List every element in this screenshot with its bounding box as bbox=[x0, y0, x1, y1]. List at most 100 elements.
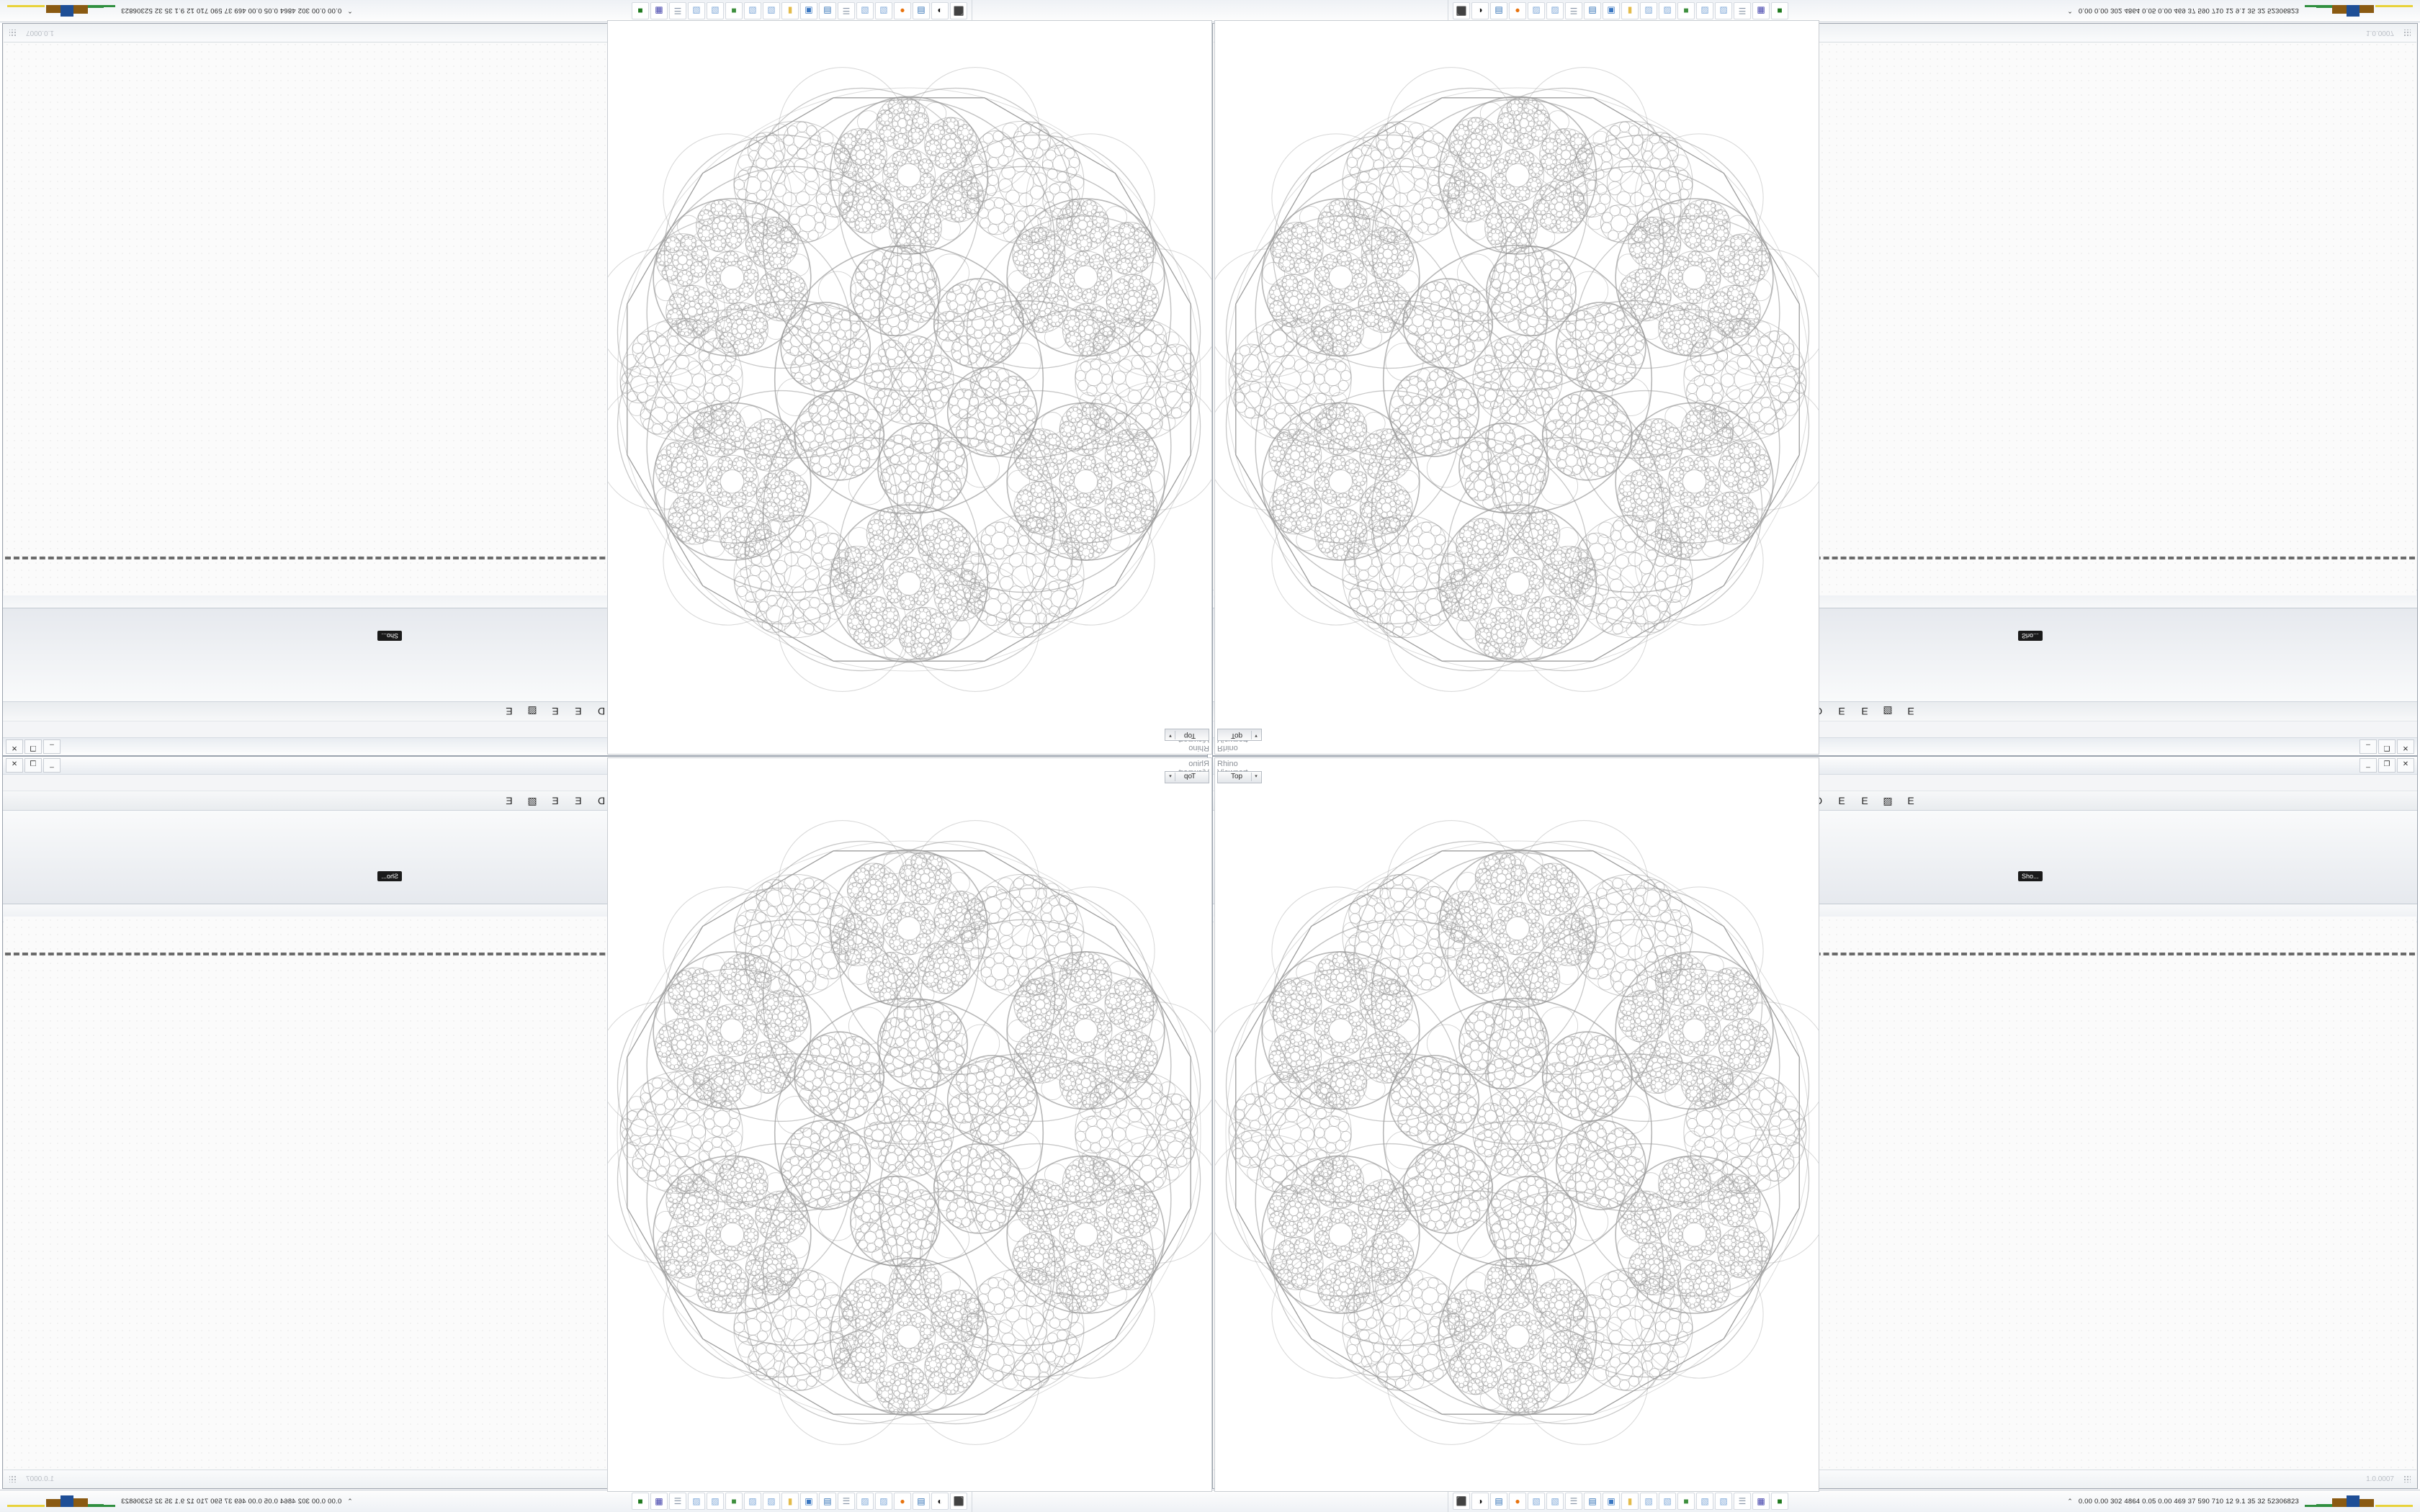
taskbar-item-note-4[interactable]: ▧ bbox=[1659, 2, 1676, 19]
taskbar-item-note-3[interactable]: ▧ bbox=[763, 2, 780, 19]
taskbar-item-calc[interactable]: ▤ bbox=[1490, 2, 1507, 19]
minimize-button[interactable]: _ bbox=[2360, 739, 2377, 754]
taskbar-item-note-6[interactable]: ▧ bbox=[688, 2, 705, 19]
taskbar-item-note-2[interactable]: ▧ bbox=[856, 2, 874, 19]
view-caret-tl[interactable]: ▾ bbox=[1166, 731, 1175, 739]
view-selector-tl[interactable]: Top ▾ bbox=[1165, 729, 1209, 741]
taskbar-item-note-1[interactable]: ▧ bbox=[1528, 1493, 1545, 1510]
taskbar-icon-group[interactable]: ⬛ ◑ ▤ ● ▧ ▧ ☰ ▤ ▣ ▮ ▧ ▧ ■ ▧ ▧ ☰ ▦ ■ bbox=[632, 2, 972, 19]
taskbar-item-note-3[interactable]: ▧ bbox=[1640, 1493, 1657, 1510]
rhino-viewport-bottom-right[interactable] bbox=[1214, 757, 1819, 1492]
rhino-viewport-top-right[interactable] bbox=[1214, 20, 1819, 755]
addon-half-tab[interactable]: ▨ bbox=[1877, 703, 1899, 720]
addon-e-tab[interactable]: E bbox=[568, 703, 589, 720]
maximize-button[interactable]: ❐ bbox=[2378, 758, 2396, 773]
close-button[interactable]: ✕ bbox=[6, 739, 23, 754]
taskbar-item-rhino[interactable]: ⬛ bbox=[1453, 2, 1470, 19]
taskbar-item-calc[interactable]: ▤ bbox=[913, 1493, 930, 1510]
taskbar-item-note-6[interactable]: ▧ bbox=[688, 1493, 705, 1510]
taskbar-item-note-5[interactable]: ▧ bbox=[1696, 1493, 1713, 1510]
addon-e3-tab[interactable]: E bbox=[1900, 703, 1922, 720]
taskbar-item-doc-2[interactable]: ☰ bbox=[1734, 2, 1751, 19]
taskbar-item-rhino[interactable]: ⬛ bbox=[1453, 1493, 1470, 1510]
addon-e2-tab[interactable]: E bbox=[544, 703, 566, 720]
resize-grip[interactable] bbox=[9, 1475, 17, 1482]
addon-e3-tab[interactable]: E bbox=[1900, 792, 1922, 809]
close-button[interactable]: ✕ bbox=[2397, 758, 2414, 773]
taskbar-item-note-6[interactable]: ▧ bbox=[1715, 1493, 1732, 1510]
taskbar-item-calc[interactable]: ▤ bbox=[1490, 1493, 1507, 1510]
rhino-viewport-bottom-left[interactable] bbox=[607, 757, 1212, 1492]
minimize-button[interactable]: _ bbox=[2360, 758, 2377, 773]
taskbar-item-calc-2[interactable]: ▤ bbox=[1584, 2, 1601, 19]
taskbar-item-note-3[interactable]: ▧ bbox=[763, 1493, 780, 1510]
taskbar-item-terminal[interactable]: ■ bbox=[1771, 1493, 1788, 1510]
taskbar-item-mask[interactable]: ◑ bbox=[1471, 2, 1489, 19]
taskbar[interactable]: ⬛ ◑ ▤ ● ▧ ▧ ☰ ▤ ▣ ▮ ▧ ▧ ■ ▧ ▧ ☰ ▦ ■ ⌃ 0.00 0.00 302 4864 … bbox=[0, 0, 1210, 22]
taskbar-item-monitor[interactable]: ■ bbox=[1677, 2, 1695, 19]
taskbar-item-rhino[interactable]: ⬛ bbox=[950, 2, 967, 19]
taskbar-item-note-5[interactable]: ▧ bbox=[1696, 2, 1713, 19]
taskbar-icon-group[interactable]: ⬛ ◑ ▤ ● ▧ ▧ ☰ ▤ ▣ ▮ ▧ ▧ ■ ▧ ▧ ☰ ▦ ■ bbox=[632, 1493, 972, 1510]
taskbar-item-terminal[interactable]: ■ bbox=[632, 1493, 649, 1510]
taskbar-item-note-2[interactable]: ▧ bbox=[1546, 2, 1564, 19]
taskbar-item-note-2[interactable]: ▧ bbox=[1546, 1493, 1564, 1510]
taskbar-item-note-5[interactable]: ▧ bbox=[707, 2, 724, 19]
taskbar-item-doc-2[interactable]: ☰ bbox=[669, 1493, 686, 1510]
view-caret-bl[interactable]: ▾ bbox=[1166, 773, 1175, 781]
taskbar-item-firefox[interactable]: ● bbox=[1509, 1493, 1526, 1510]
addon-half-tab[interactable]: ▨ bbox=[521, 792, 543, 809]
minimize-button[interactable]: _ bbox=[43, 758, 60, 773]
view-caret-br[interactable]: ▾ bbox=[1251, 773, 1260, 781]
addon-e-tab[interactable]: E bbox=[568, 792, 589, 809]
taskbar-item-floppy[interactable]: ▦ bbox=[1752, 2, 1770, 19]
addon-half-tab[interactable]: ▨ bbox=[1877, 792, 1899, 809]
taskbar-expand-icon[interactable]: ⌃ bbox=[2067, 1498, 2073, 1506]
taskbar-item-contact[interactable]: ▣ bbox=[1603, 2, 1620, 19]
addon-e3-tab[interactable]: E bbox=[498, 792, 520, 809]
taskbar-item-folder[interactable]: ▮ bbox=[1621, 1493, 1639, 1510]
addon-e2-tab[interactable]: E bbox=[1854, 792, 1876, 809]
taskbar[interactable]: ⬛ ◑ ▤ ● ▧ ▧ ☰ ▤ ▣ ▮ ▧ ▧ ■ ▧ ▧ ☰ ▦ ■ ⌃ 0.00 0.00 302 4864 … bbox=[1210, 0, 2420, 22]
taskbar-item-monitor[interactable]: ■ bbox=[725, 2, 743, 19]
taskbar-item-rhino[interactable]: ⬛ bbox=[950, 1493, 967, 1510]
maximize-button[interactable]: ❐ bbox=[24, 758, 42, 773]
taskbar-item-contact[interactable]: ▣ bbox=[800, 2, 817, 19]
taskbar-item-contact[interactable]: ▣ bbox=[1603, 1493, 1620, 1510]
taskbar-item-mask[interactable]: ◑ bbox=[931, 1493, 949, 1510]
taskbar-item-note-2[interactable]: ▧ bbox=[856, 1493, 874, 1510]
taskbar-item-calc-2[interactable]: ▤ bbox=[819, 2, 836, 19]
taskbar-item-folder[interactable]: ▮ bbox=[781, 1493, 799, 1510]
taskbar-item-doc-1[interactable]: ☰ bbox=[1565, 2, 1582, 19]
taskbar-item-note-4[interactable]: ▧ bbox=[1659, 1493, 1676, 1510]
addon-e2-tab[interactable]: E bbox=[544, 792, 566, 809]
close-button[interactable]: ✕ bbox=[6, 758, 23, 773]
taskbar[interactable]: ⬛ ◑ ▤ ● ▧ ▧ ☰ ▤ ▣ ▮ ▧ ▧ ■ ▧ ▧ ☰ ▦ ■ ⌃ 0.00 0.00 302 4864 … bbox=[0, 1490, 1210, 1512]
taskbar-icon-group[interactable]: ⬛ ◑ ▤ ● ▧ ▧ ☰ ▤ ▣ ▮ ▧ ▧ ■ ▧ ▧ ☰ ▦ ■ bbox=[1448, 2, 1788, 19]
taskbar-item-calc[interactable]: ▤ bbox=[913, 2, 930, 19]
taskbar-item-terminal[interactable]: ■ bbox=[632, 2, 649, 19]
taskbar-item-floppy[interactable]: ▦ bbox=[650, 1493, 668, 1510]
taskbar-item-firefox[interactable]: ● bbox=[894, 2, 911, 19]
resize-grip[interactable] bbox=[9, 30, 17, 37]
taskbar-item-contact[interactable]: ▣ bbox=[800, 1493, 817, 1510]
addon-e-tab[interactable]: E bbox=[1831, 792, 1852, 809]
taskbar-item-firefox[interactable]: ● bbox=[1509, 2, 1526, 19]
taskbar-item-note-4[interactable]: ▧ bbox=[744, 1493, 761, 1510]
taskbar-item-floppy[interactable]: ▦ bbox=[1752, 1493, 1770, 1510]
taskbar-item-note-3[interactable]: ▧ bbox=[1640, 2, 1657, 19]
taskbar-item-doc-1[interactable]: ☰ bbox=[838, 2, 855, 19]
taskbar-item-note-5[interactable]: ▧ bbox=[707, 1493, 724, 1510]
addon-e3-tab[interactable]: E bbox=[498, 703, 520, 720]
taskbar-item-floppy[interactable]: ▦ bbox=[650, 2, 668, 19]
taskbar-icon-group[interactable]: ⬛ ◑ ▤ ● ▧ ▧ ☰ ▤ ▣ ▮ ▧ ▧ ■ ▧ ▧ ☰ ▦ ■ bbox=[1448, 1493, 1788, 1510]
resize-grip[interactable] bbox=[2403, 30, 2411, 37]
view-selector-tr[interactable]: Top ▾ bbox=[1217, 729, 1262, 741]
taskbar-item-monitor[interactable]: ■ bbox=[1677, 1493, 1695, 1510]
rhino-viewport-top-left[interactable] bbox=[607, 20, 1212, 755]
addon-e2-tab[interactable]: E bbox=[1854, 703, 1876, 720]
maximize-button[interactable]: ❐ bbox=[2378, 739, 2396, 754]
taskbar-item-folder[interactable]: ▮ bbox=[781, 2, 799, 19]
taskbar-expand-icon[interactable]: ⌃ bbox=[2067, 7, 2073, 15]
taskbar-item-note-1[interactable]: ▧ bbox=[875, 1493, 892, 1510]
